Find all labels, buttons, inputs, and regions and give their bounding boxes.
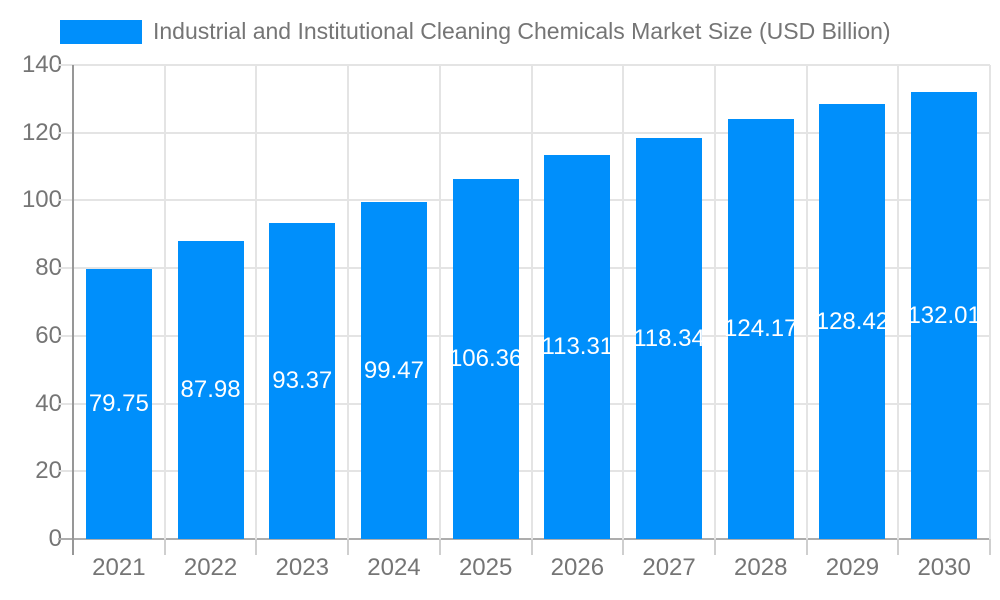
v-gridline [897, 65, 900, 539]
bar [544, 155, 611, 539]
legend-label: Industrial and Institutional Cleaning Ch… [153, 18, 891, 44]
bar [269, 222, 336, 539]
v-gridline [989, 65, 991, 539]
legend[interactable]: Industrial and Institutional Cleaning Ch… [60, 18, 891, 44]
x-axis-tick [805, 539, 808, 555]
x-axis-tick [163, 539, 166, 555]
x-axis-tick [989, 539, 991, 555]
y-tick-label: 40 [35, 389, 62, 417]
x-tick-label: 2027 [642, 554, 696, 581]
y-axis-line [72, 65, 74, 555]
v-gridline [805, 65, 808, 539]
v-gridline [347, 65, 350, 539]
x-axis-tick [713, 539, 716, 555]
x-axis-baseline [58, 538, 990, 540]
x-tick-label: 2022 [183, 554, 238, 581]
x-axis-tick [347, 539, 350, 555]
y-tick-label: 0 [48, 525, 62, 552]
h-gridline [58, 199, 990, 202]
bar-value-label: 99.47 [363, 356, 424, 384]
h-gridline [58, 64, 990, 66]
bar [636, 138, 703, 539]
x-tick-label: 2030 [917, 554, 971, 581]
x-axis-tick [622, 539, 625, 555]
h-gridline [58, 131, 990, 134]
v-gridline [622, 65, 625, 539]
h-gridline [58, 402, 990, 405]
x-tick-label: 2021 [92, 554, 146, 581]
h-gridline [58, 470, 990, 473]
x-tick-label: 2028 [734, 554, 788, 581]
v-gridline [530, 65, 533, 539]
bar [452, 178, 519, 539]
bar-value-label: 118.34 [633, 324, 705, 352]
y-tick-label: 100 [21, 186, 62, 214]
bar-value-label: 79.75 [88, 390, 149, 417]
bar [819, 104, 886, 539]
bar-value-label: 124.17 [724, 314, 798, 342]
h-gridline [58, 267, 990, 270]
bar-value-label: 113.31 [541, 333, 614, 361]
x-tick-label: 2025 [458, 554, 513, 581]
y-tick-label: 60 [35, 321, 62, 349]
x-axis-tick [255, 539, 258, 555]
v-gridline [438, 65, 441, 539]
y-tick-label: 120 [21, 118, 62, 146]
bar-value-label: 93.37 [272, 366, 333, 394]
v-gridline [163, 65, 166, 539]
x-axis-tick [438, 539, 441, 555]
bar [911, 92, 978, 539]
bar [177, 241, 244, 539]
v-gridline [255, 65, 258, 539]
y-tick-label: 20 [35, 457, 62, 485]
x-axis-tick [530, 539, 533, 555]
bar [85, 269, 152, 539]
legend-swatch [60, 19, 142, 44]
bar-value-label: 87.98 [180, 376, 241, 404]
x-tick-label: 2024 [367, 554, 421, 581]
x-axis-tick [897, 539, 900, 555]
bar-value-label: 128.42 [815, 307, 890, 335]
bar-value-label: 106.36 [448, 344, 523, 372]
x-tick-label: 2023 [275, 554, 329, 581]
y-tick-label: 140 [21, 51, 62, 78]
y-tick-label: 80 [35, 254, 62, 282]
bar [727, 118, 794, 539]
h-gridline [58, 334, 990, 337]
bar-value-label: 132.01 [907, 301, 981, 329]
x-tick-label: 2026 [550, 554, 605, 581]
x-tick-label: 2029 [825, 554, 880, 581]
plot-area: 0 20 40 60 80 100 120 140 79.75 2021 87.98 2022 93.3… [22, 53, 991, 580]
v-gridline [713, 65, 716, 539]
bar [360, 202, 427, 539]
